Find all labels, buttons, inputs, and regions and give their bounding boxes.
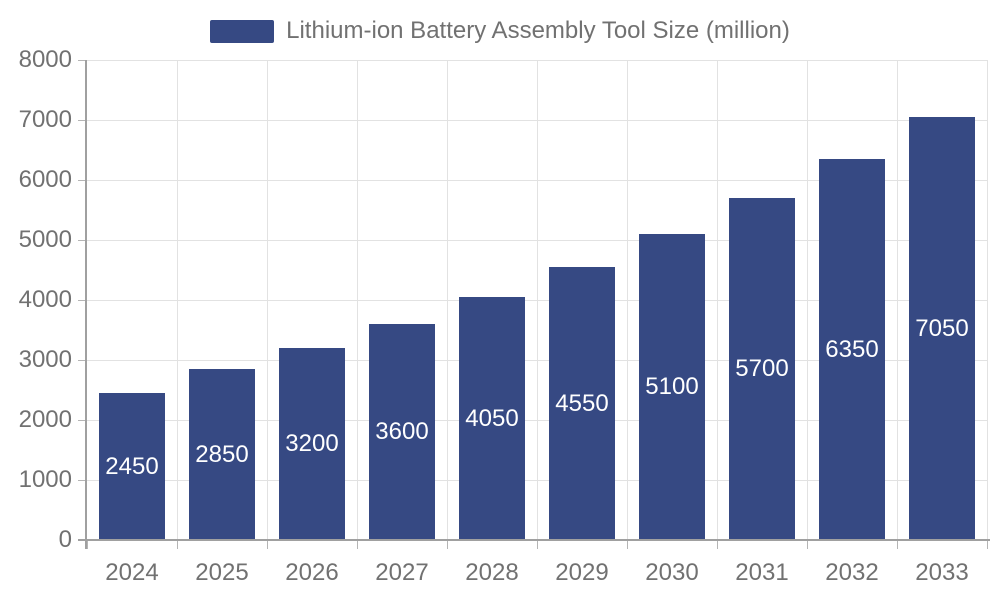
bar-value-label: 4550 [555,389,609,417]
gridline-x [896,60,898,540]
x-tick [806,540,808,549]
bar [279,348,345,540]
bar-value-label: 5700 [735,355,789,382]
x-tick [356,540,358,549]
bar [99,393,165,540]
y-tick [78,119,87,121]
x-axis-label: 2024 [105,559,159,586]
x-tick [716,540,718,549]
y-tick [78,479,87,481]
legend-swatch [210,19,275,43]
y-tick [78,359,87,361]
bar [639,234,705,540]
bar-value-label: 2450 [105,452,159,480]
y-tick [78,299,87,301]
y-axis-label: 8000 [18,46,72,73]
y-axis-label: 7000 [18,106,72,133]
y-tick [78,59,87,61]
bar [549,267,615,540]
x-axis-label: 2031 [735,559,789,586]
gridline-x [716,60,718,540]
x-tick [266,540,268,549]
x-tick [446,540,448,549]
bar [729,198,795,540]
x-axis-label: 2027 [375,559,429,586]
x-axis-label: 2026 [285,559,339,586]
gridline-x [356,60,358,540]
y-tick [78,239,87,241]
y-tick [78,419,87,421]
x-tick [536,540,538,549]
gridline-x [536,60,538,540]
bar [819,159,885,540]
bar [369,324,435,540]
x-axis-line [78,539,990,541]
y-axis-label: 5000 [18,226,72,253]
x-tick [86,540,88,549]
x-axis-label: 2029 [555,559,609,586]
x-tick [986,540,988,549]
bar-value-label: 3200 [285,430,339,457]
bar-value-label: 7050 [915,314,969,342]
bar-value-label: 6350 [825,335,879,363]
bar-value-label: 3600 [375,418,429,445]
y-tick [78,179,87,181]
bar-value-label: 5100 [645,373,699,400]
legend-label: Lithium-ion Battery Assembly Tool Size (… [286,17,790,44]
bar-value-label: 2850 [195,440,249,468]
x-tick [176,540,178,549]
gridline-x [176,60,178,540]
bar [189,369,255,540]
x-axis-label: 2032 [825,559,879,586]
x-axis-label: 2028 [465,559,519,586]
x-axis-label: 2030 [645,559,699,586]
gridline-x [986,60,988,540]
gridline-x [626,60,628,540]
x-tick [896,540,898,549]
bar [909,117,975,540]
y-axis-label: 4000 [18,286,72,313]
y-axis-label: 1000 [18,466,72,493]
y-axis-label: 2000 [18,406,72,433]
x-axis-label: 2025 [195,559,249,586]
y-axis-label: 6000 [18,166,72,193]
gridline-x [266,60,268,540]
x-axis-label: 2033 [915,559,969,586]
bar-value-label: 4050 [465,404,519,432]
bar [459,297,525,540]
gridline-x [446,60,448,540]
y-axis-label: 3000 [18,346,72,373]
y-axis-label: 0 [58,526,72,553]
legend[interactable]: Lithium-ion Battery Assembly Tool Size (… [0,16,1000,46]
y-axis-line [85,60,87,549]
x-tick [626,540,628,549]
gridline-x [806,60,808,540]
